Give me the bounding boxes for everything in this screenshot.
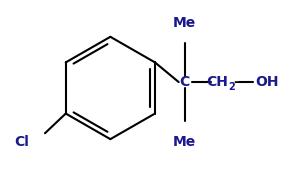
Text: —: — <box>233 75 247 89</box>
Text: Me: Me <box>173 135 196 149</box>
Text: C: C <box>180 75 190 89</box>
Text: OH: OH <box>255 75 278 89</box>
Text: 2: 2 <box>228 82 235 92</box>
Text: Me: Me <box>173 16 196 30</box>
Text: Cl: Cl <box>14 135 29 149</box>
Text: CH: CH <box>206 75 228 89</box>
